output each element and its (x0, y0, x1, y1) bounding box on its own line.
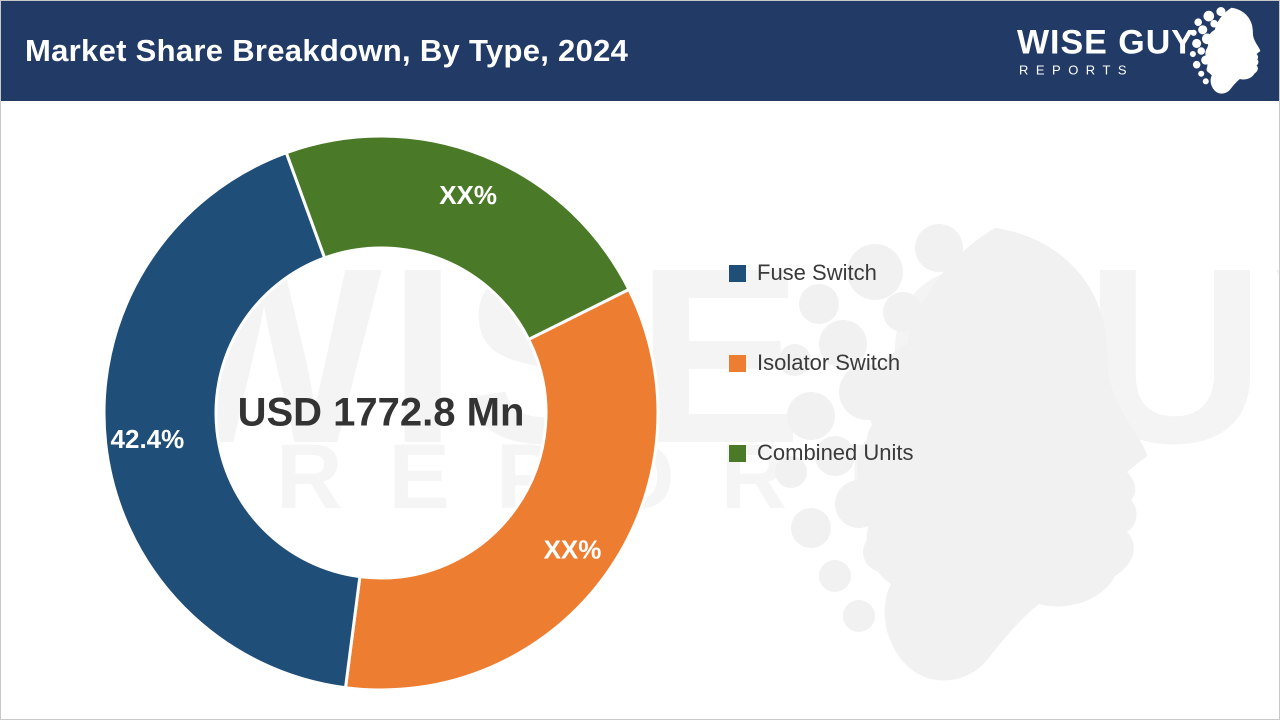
donut-center-value: USD 1772.8 Mn (237, 390, 525, 435)
chart-area: WISE GUY REPORTS XX%XX%42.4% USD 1772.8 … (1, 101, 1279, 719)
slice-label-fuse-switch: 42.4% (111, 424, 185, 454)
legend-item-combined-units: Combined Units (729, 439, 914, 467)
slice-isolator-switch (344, 287, 660, 692)
slice-label-isolator-switch: XX% (544, 534, 602, 564)
page-title: Market Share Breakdown, By Type, 2024 (25, 33, 629, 68)
slice-combined-units (284, 134, 631, 341)
donut-chart: XX% XX% 42.4% (102, 134, 660, 692)
wise-guy-face-icon (1189, 6, 1265, 97)
legend-swatch-fuse-switch (729, 264, 746, 282)
wise-guy-logo: WISE GUY REPORTS (1017, 6, 1265, 97)
logo-subtitle: REPORTS (1018, 62, 1135, 78)
legend-item-isolator-switch: Isolator Switch (729, 349, 914, 377)
header-bar: Market Share Breakdown, By Type, 2024 WI… (1, 1, 1279, 101)
slice-fuse-switch (102, 151, 362, 690)
logo-text: WISE GUY REPORTS (1017, 26, 1195, 77)
chart-legend: Fuse Switch Isolator Switch Combined Uni… (729, 259, 914, 529)
legend-swatch-combined-units (729, 444, 746, 462)
legend-swatch-isolator-switch (729, 354, 746, 372)
logo-wordmark: WISE GUY (1016, 23, 1195, 62)
legend-label: Isolator Switch (757, 350, 901, 375)
legend-label: Fuse Switch (757, 260, 877, 285)
legend-item-fuse-switch: Fuse Switch (729, 259, 914, 287)
slice-label-combined-units: XX% (439, 180, 497, 210)
legend-label: Combined Units (757, 440, 914, 465)
